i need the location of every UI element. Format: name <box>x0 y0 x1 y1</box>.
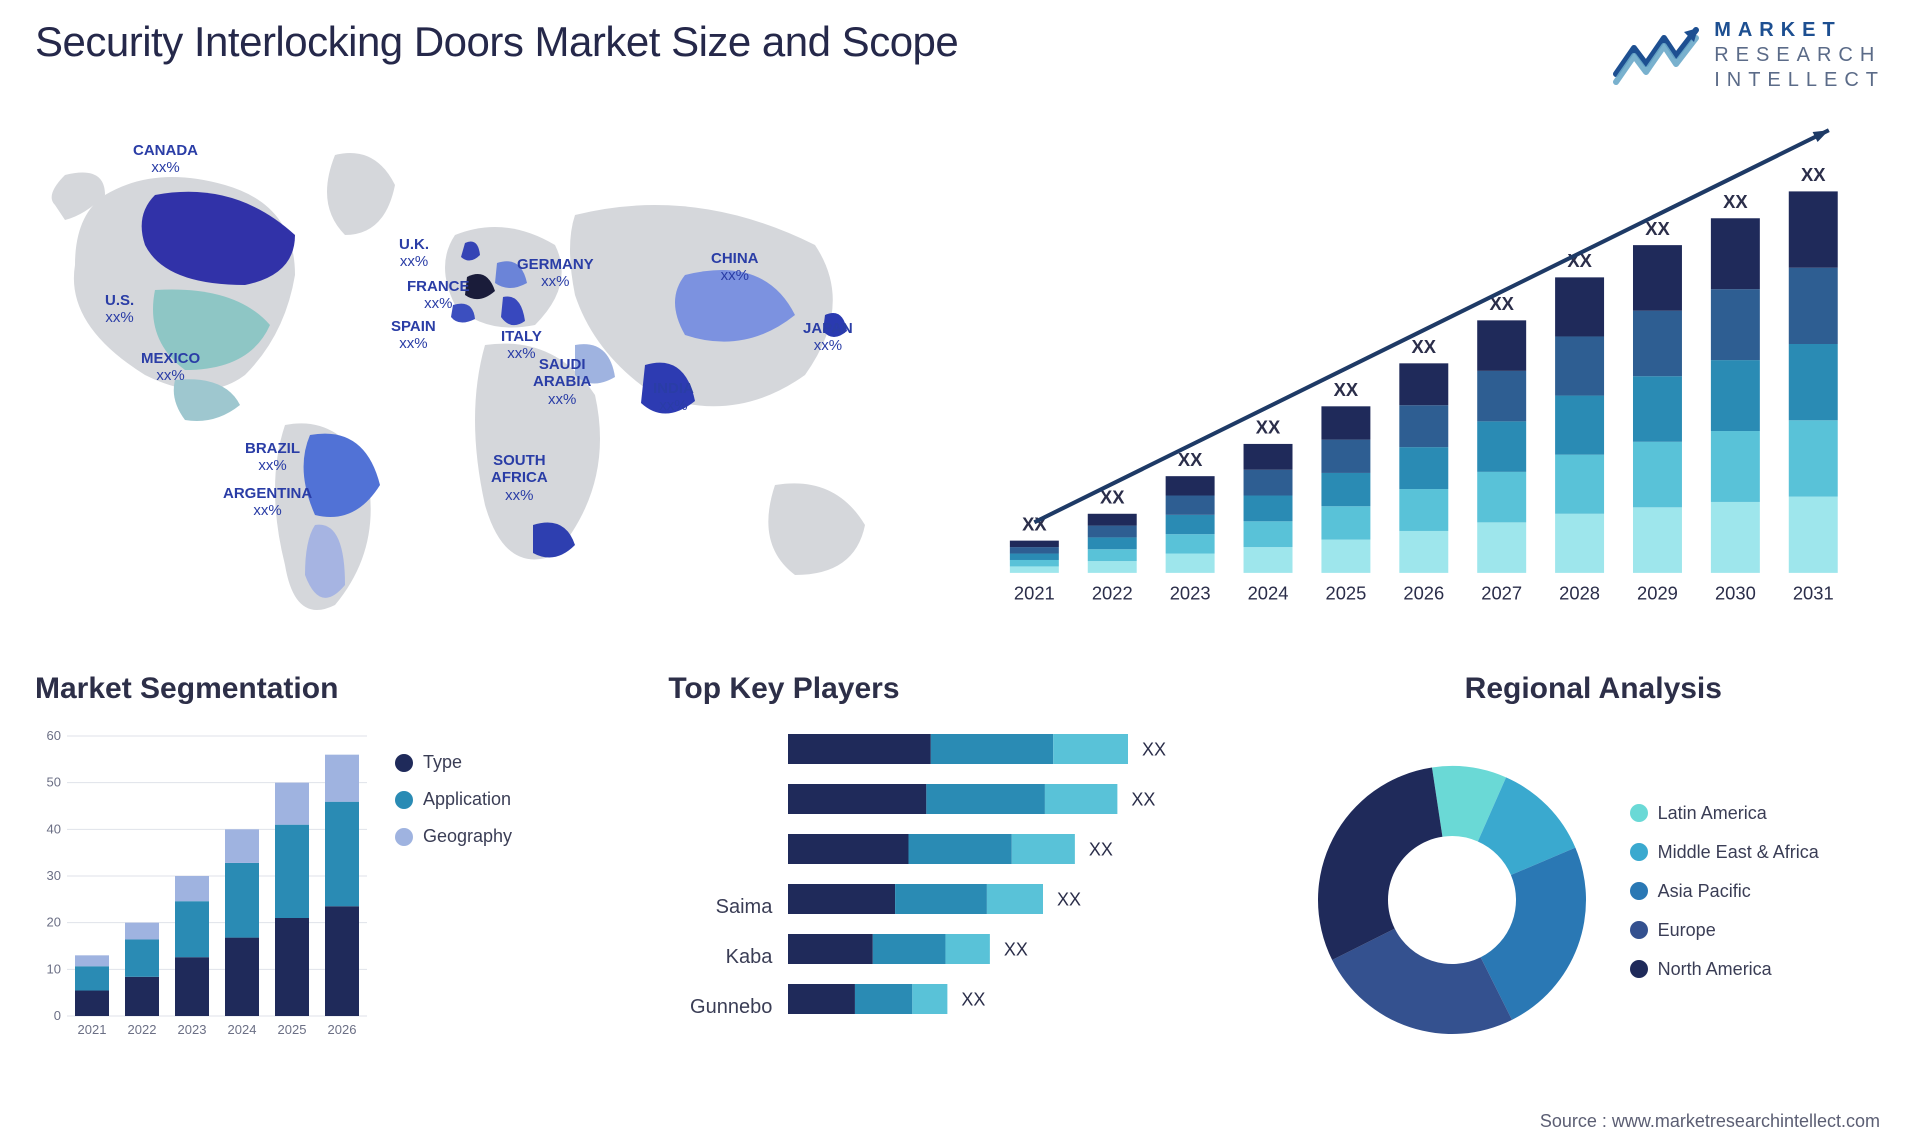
segmentation-panel: Market Segmentation 0 10 20 30 40 50 60 2021 202… <box>35 672 618 1072</box>
svg-text:60: 60 <box>47 728 61 743</box>
svg-text:2030: 2030 <box>1715 582 1756 603</box>
svg-text:2028: 2028 <box>1559 582 1600 603</box>
svg-text:2031: 2031 <box>1793 582 1834 603</box>
key-players-visible-names: SaimaKabaGunnebo <box>668 882 772 1062</box>
map-label: SOUTHAFRICAxx% <box>491 452 548 504</box>
svg-text:2026: 2026 <box>328 1022 357 1037</box>
legend-item: Application <box>395 789 512 810</box>
forecast-chart: XX2021XX2022XX2023XX2024XX2025XX2026XX20… <box>975 120 1885 630</box>
svg-text:2022: 2022 <box>128 1022 157 1037</box>
svg-text:40: 40 <box>47 821 61 836</box>
svg-text:XX: XX <box>1004 940 1028 960</box>
regional-heading: Regional Analysis <box>1302 672 1885 706</box>
svg-text:10: 10 <box>47 961 61 976</box>
regional-donut <box>1302 750 1602 1050</box>
svg-text:XX: XX <box>1723 191 1748 212</box>
legend-item: Europe <box>1630 920 1819 941</box>
page-title: Security Interlocking Doors Market Size … <box>35 18 958 66</box>
svg-text:2025: 2025 <box>1325 582 1366 603</box>
logo-line1: MARKET <box>1714 18 1885 43</box>
map-label: SPAINxx% <box>391 318 436 353</box>
svg-text:2022: 2022 <box>1092 582 1133 603</box>
legend-item: North America <box>1630 959 1819 980</box>
key-player-name: Kaba <box>668 932 772 982</box>
svg-text:2021: 2021 <box>1014 582 1055 603</box>
legend-item: Type <box>395 752 512 773</box>
map-label: ARGENTINAxx% <box>223 485 312 520</box>
svg-text:2023: 2023 <box>178 1022 207 1037</box>
svg-text:2021: 2021 <box>78 1022 107 1037</box>
svg-text:XX: XX <box>962 990 986 1010</box>
legend-item: Asia Pacific <box>1630 881 1819 902</box>
map-label: CHINAxx% <box>711 250 759 285</box>
map-label: U.S.xx% <box>105 292 134 327</box>
svg-text:XX: XX <box>1132 790 1156 810</box>
segmentation-heading: Market Segmentation <box>35 672 618 706</box>
key-players-heading: Top Key Players <box>668 672 1251 706</box>
svg-text:XX: XX <box>1178 449 1203 470</box>
map-label: CANADAxx% <box>133 142 198 177</box>
source-line: Source : www.marketresearchintellect.com <box>1540 1111 1880 1132</box>
svg-text:XX: XX <box>1334 379 1359 400</box>
map-label: GERMANYxx% <box>517 256 594 291</box>
world-map: CANADAxx% U.S.xx%MEXICOxx% BRAZILxx% ARGENT… <box>35 120 935 630</box>
legend-item: Middle East & Africa <box>1630 842 1819 863</box>
segmentation-legend: Type Application Geography <box>395 752 512 863</box>
svg-text:2027: 2027 <box>1481 582 1522 603</box>
logo-line3: INTELLECT <box>1714 68 1885 93</box>
regional-legend: Latin America Middle East & Africa Asia Pa… <box>1630 803 1819 998</box>
regional-panel: Regional Analysis Latin America Middle Ea… <box>1302 672 1885 1072</box>
legend-item: Geography <box>395 826 512 847</box>
svg-text:2029: 2029 <box>1637 582 1678 603</box>
map-label: SAUDIARABIAxx% <box>533 356 591 408</box>
map-label: BRAZILxx% <box>245 440 300 475</box>
map-label: JAPANxx% <box>803 320 853 355</box>
svg-text:XX: XX <box>1256 417 1281 438</box>
svg-text:30: 30 <box>47 868 61 883</box>
logo-icon <box>1612 26 1700 86</box>
legend-item: Latin America <box>1630 803 1819 824</box>
svg-text:XX: XX <box>1801 164 1826 185</box>
svg-text:2024: 2024 <box>1248 582 1289 603</box>
key-player-name: Gunnebo <box>668 982 772 1032</box>
svg-text:XX: XX <box>1142 740 1166 760</box>
key-player-name: Saima <box>668 882 772 932</box>
key-players-panel: Top Key Players SaimaKabaGunnebo XX XX XX X… <box>668 672 1251 1072</box>
svg-text:2026: 2026 <box>1403 582 1444 603</box>
svg-text:0: 0 <box>54 1008 61 1023</box>
svg-text:XX: XX <box>1089 840 1113 860</box>
brand-logo: MARKET RESEARCH INTELLECT <box>1612 18 1885 93</box>
svg-text:20: 20 <box>47 915 61 930</box>
svg-text:2023: 2023 <box>1170 582 1211 603</box>
svg-text:XX: XX <box>1412 336 1437 357</box>
map-label: FRANCExx% <box>407 278 470 313</box>
logo-line2: RESEARCH <box>1714 43 1885 68</box>
svg-text:2024: 2024 <box>228 1022 257 1037</box>
map-label: MEXICOxx% <box>141 350 200 385</box>
map-label: INDIAxx% <box>653 380 694 415</box>
svg-text:2025: 2025 <box>278 1022 307 1037</box>
map-label: U.K.xx% <box>399 236 429 271</box>
svg-text:50: 50 <box>47 775 61 790</box>
svg-text:XX: XX <box>1057 890 1081 910</box>
